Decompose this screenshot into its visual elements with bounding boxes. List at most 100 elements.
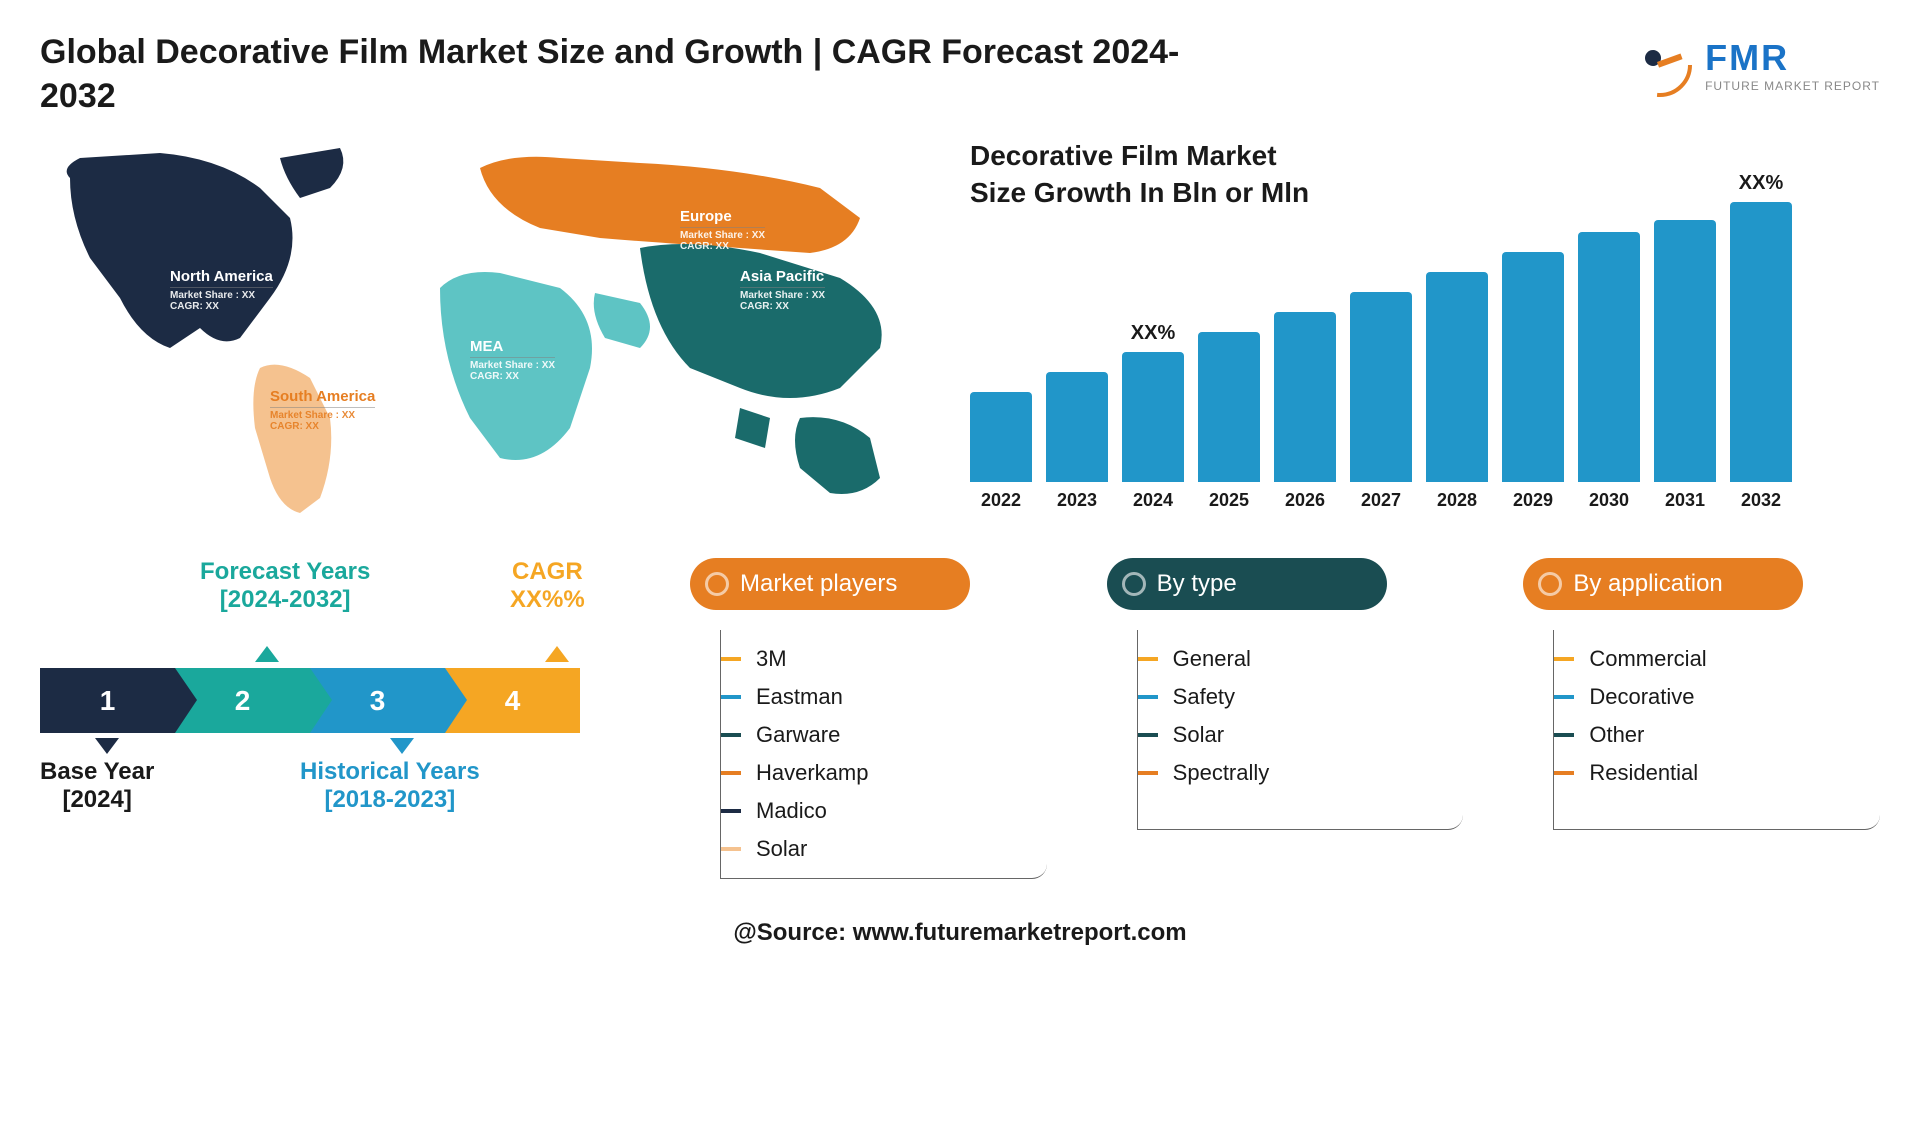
category-column: By application Commercial Decorative Other R… <box>1523 558 1880 879</box>
category-item: Decorative <box>1554 678 1880 716</box>
category-item: Spectrally <box>1138 754 1464 792</box>
bar-wrap: 2022 <box>970 392 1032 511</box>
bar-year-label: 2023 <box>1057 490 1097 511</box>
bullet-icon <box>1138 771 1158 775</box>
bullet-icon <box>1138 657 1158 661</box>
category-item: Other <box>1554 716 1880 754</box>
region-label: EuropeMarket Share : XXCAGR: XX <box>680 208 765 252</box>
category-item: Safety <box>1138 678 1464 716</box>
bar-chart: Decorative Film Market Size Growth In Bl… <box>970 138 1880 518</box>
category-item-label: General <box>1173 646 1251 672</box>
bar <box>1578 232 1640 482</box>
bar-year-label: 2031 <box>1665 490 1705 511</box>
bar-wrap: 2023 <box>1046 372 1108 511</box>
forecast-range: [2024-2032] <box>220 586 351 613</box>
category-item: Solar <box>721 830 1047 868</box>
bullet-icon <box>721 695 741 699</box>
category-item-label: Safety <box>1173 684 1235 710</box>
chart-bars: 2022 2023 XX%2024 2025 2026 2027 2028 2029 2030 2… <box>970 231 1880 511</box>
arrow-up-icon <box>545 646 569 662</box>
region-label: South AmericaMarket Share : XXCAGR: XX <box>270 388 375 432</box>
category-item: Eastman <box>721 678 1047 716</box>
bar-year-label: 2024 <box>1133 490 1173 511</box>
bar-wrap: 2026 <box>1274 312 1336 511</box>
category-item: General <box>1138 640 1464 678</box>
header: Global Decorative Film Market Size and G… <box>40 30 1880 118</box>
category-header: By type <box>1107 558 1387 610</box>
map-svg <box>40 138 940 518</box>
chart-title: Decorative Film Market Size Growth In Bl… <box>970 138 1320 211</box>
bar-wrap: XX%2024 <box>1122 352 1184 511</box>
logo-sub-text: FUTURE MARKET REPORT <box>1705 79 1880 93</box>
bar <box>1046 372 1108 482</box>
bullet-icon <box>1554 771 1574 775</box>
bullet-icon <box>1138 733 1158 737</box>
bar-year-label: 2030 <box>1589 490 1629 511</box>
category-item-label: Solar <box>756 836 807 862</box>
hist-range: [2018-2023] <box>324 786 455 813</box>
bar <box>970 392 1032 482</box>
timeline-steps: 1 2 3 4 <box>40 668 580 733</box>
bar-year-label: 2022 <box>981 490 1021 511</box>
category-item-label: Residential <box>1589 760 1698 786</box>
cagr-value: XX%% <box>510 586 585 613</box>
bar <box>1730 202 1792 482</box>
category-column: Market players 3M Eastman Garware Haverkamp M… <box>690 558 1047 879</box>
category-item-label: Commercial <box>1589 646 1706 672</box>
hist-text: Historical Years <box>300 758 480 785</box>
category-item-label: Haverkamp <box>756 760 868 786</box>
category-item-label: Madico <box>756 798 827 824</box>
bullet-icon <box>721 771 741 775</box>
bar-year-label: 2025 <box>1209 490 1249 511</box>
cagr-text: CAGR <box>512 558 583 585</box>
bar-wrap: 2028 <box>1426 272 1488 511</box>
category-item: Residential <box>1554 754 1880 792</box>
forecast-text: Forecast Years <box>200 558 370 585</box>
category-item-label: Decorative <box>1589 684 1694 710</box>
arrow-down-icon <box>95 738 119 754</box>
bar-wrap: 2025 <box>1198 332 1260 511</box>
category-header: By application <box>1523 558 1803 610</box>
bar-year-label: 2027 <box>1361 490 1401 511</box>
category-item: 3M <box>721 640 1047 678</box>
bullet-icon <box>721 657 741 661</box>
bar-wrap: 2029 <box>1502 252 1564 511</box>
base-text: Base Year <box>40 758 154 785</box>
bar <box>1274 312 1336 482</box>
source-text: @Source: www.futuremarketreport.com <box>40 919 1880 947</box>
bar <box>1426 272 1488 482</box>
bullet-icon <box>1554 733 1574 737</box>
bullet-icon <box>1554 657 1574 661</box>
bar <box>1122 352 1184 482</box>
bullet-icon <box>721 733 741 737</box>
bar-annotation: XX% <box>1739 172 1783 195</box>
region-label: MEAMarket Share : XXCAGR: XX <box>470 338 555 382</box>
category-item-label: Garware <box>756 722 840 748</box>
category-list: Commercial Decorative Other Residential <box>1553 630 1880 830</box>
category-list: 3M Eastman Garware Haverkamp Madico Solar <box>720 630 1047 879</box>
base-value: [2024] <box>62 786 131 813</box>
arrow-down-icon <box>390 738 414 754</box>
category-header: Market players <box>690 558 970 610</box>
bullet-icon <box>721 847 741 851</box>
upper-section: North AmericaMarket Share : XXCAGR: XX So… <box>40 138 1880 518</box>
bar <box>1198 332 1260 482</box>
logo-fmr-text: FMR <box>1705 37 1880 79</box>
bar <box>1350 292 1412 482</box>
bullet-icon <box>721 809 741 813</box>
bar-wrap: 2031 <box>1654 220 1716 511</box>
category-item: Haverkamp <box>721 754 1047 792</box>
world-map: North AmericaMarket Share : XXCAGR: XX So… <box>40 138 940 518</box>
step-1: 1 <box>40 668 175 733</box>
bullet-icon <box>1554 695 1574 699</box>
bar <box>1654 220 1716 482</box>
cagr-label: CAGR XX%% <box>510 558 585 614</box>
bar-year-label: 2028 <box>1437 490 1477 511</box>
bullet-icon <box>1138 695 1158 699</box>
bar <box>1502 252 1564 482</box>
category-item-label: 3M <box>756 646 787 672</box>
region-label: North AmericaMarket Share : XXCAGR: XX <box>170 268 273 312</box>
bar-wrap: 2030 <box>1578 232 1640 511</box>
base-label: Base Year [2024] <box>40 758 154 814</box>
category-column: By typeGeneralSafetySolarSpectrally <box>1107 558 1464 879</box>
